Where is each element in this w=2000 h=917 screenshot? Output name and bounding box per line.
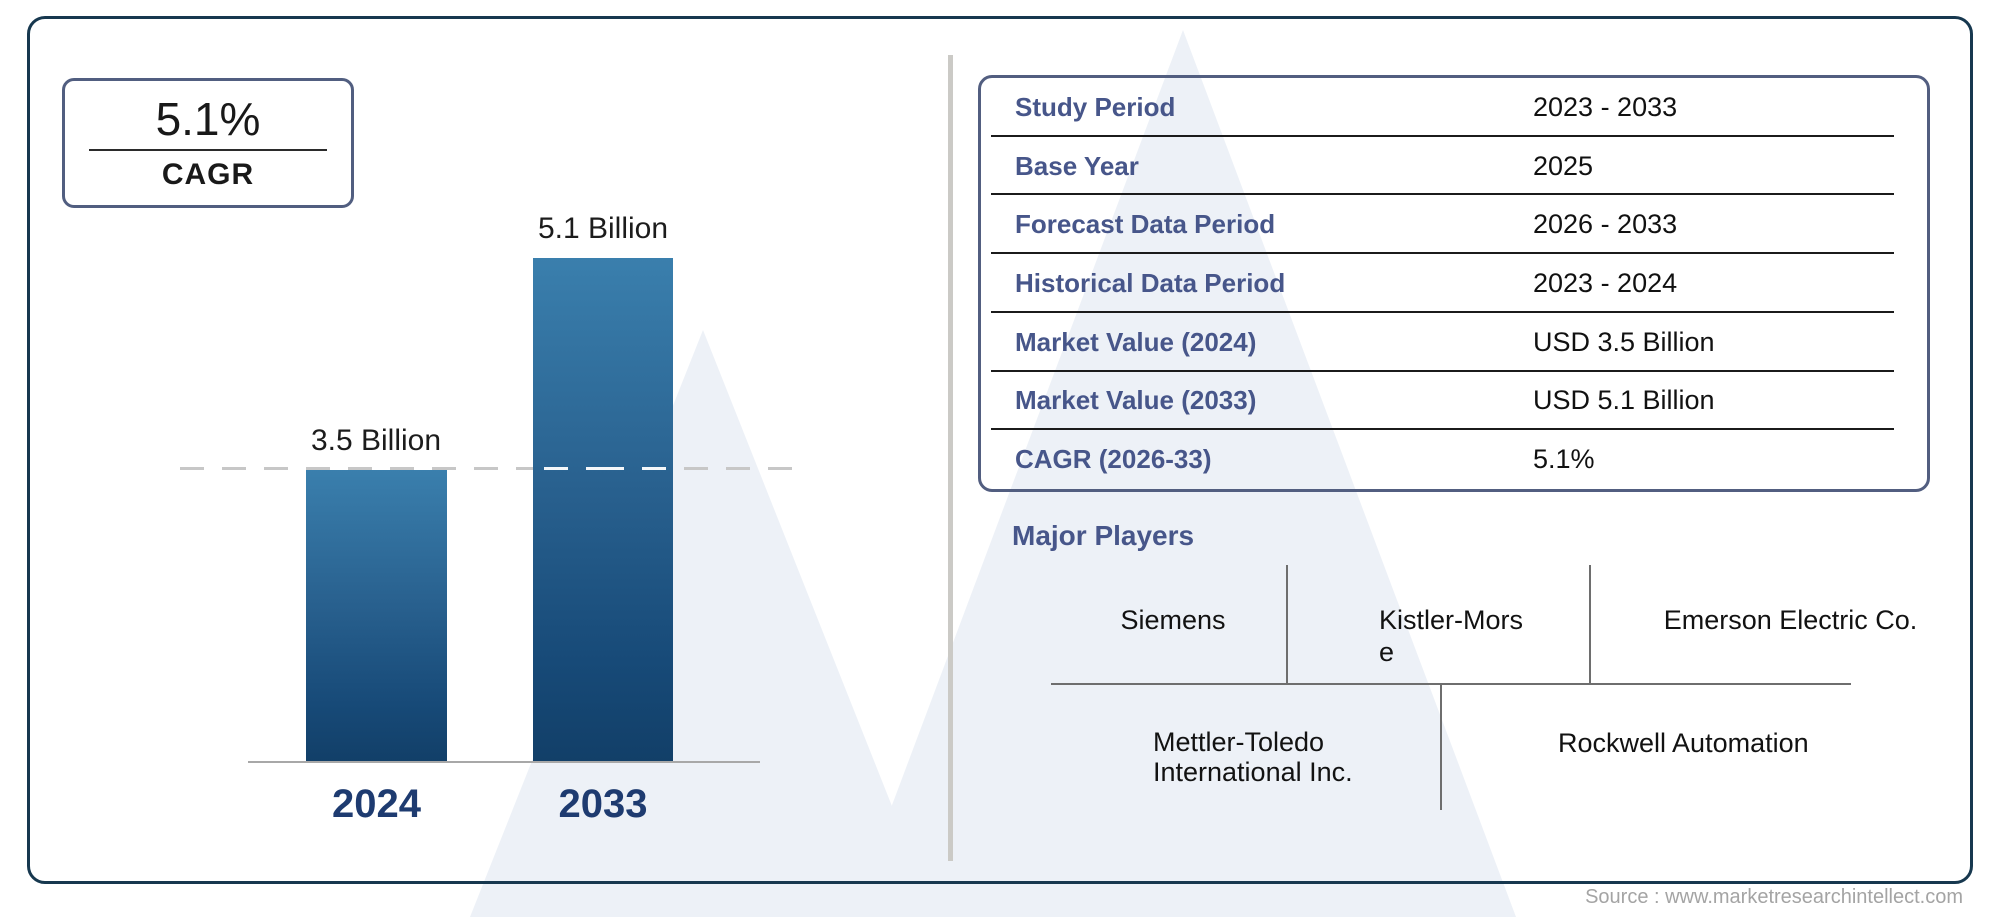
bar-2033	[533, 258, 673, 762]
table-row-value: 2026 - 2033	[1533, 209, 1678, 240]
table-row-value: USD 3.5 Billion	[1533, 326, 1715, 357]
table-row: Market Value (2024) USD 3.5 Billion	[981, 313, 1927, 372]
players-grid-vertical-divider	[1440, 683, 1442, 810]
players-grid-vertical-divider	[1589, 565, 1591, 683]
bar-value-label-2033: 5.1 Billion	[537, 212, 669, 245]
table-row-value: 2023 - 2033	[1533, 91, 1678, 122]
table-row: Historical Data Period 2023 - 2024	[981, 254, 1927, 313]
table-row-label: Forecast Data Period	[1015, 209, 1276, 240]
cagr-label: CAGR	[161, 158, 255, 191]
cagr-value: 5.1%	[155, 93, 261, 145]
x-axis-tick-2024: 2024	[332, 782, 421, 826]
table-row-label: Study Period	[1015, 91, 1176, 122]
outer-frame-border	[27, 16, 1973, 884]
bar-value-label-2024: 3.5 Billion	[310, 424, 442, 457]
table-row: CAGR (2026-33) 5.1%	[981, 430, 1927, 489]
cagr-divider-line	[89, 149, 327, 151]
table-row-value: 2023 - 2024	[1533, 268, 1678, 299]
x-axis-baseline	[248, 761, 760, 763]
table-row-value: USD 5.1 Billion	[1533, 385, 1715, 416]
source-attribution: Source : www.marketresearchintellect.com	[1585, 886, 1963, 908]
panel-divider	[948, 55, 953, 861]
table-row-label: Market Value (2024)	[1015, 326, 1257, 357]
player-name: Mettler-Toledo International Inc.	[1153, 727, 1353, 787]
table-row-label: Historical Data Period	[1015, 268, 1286, 299]
player-name: Siemens	[1120, 605, 1226, 635]
player-name: Kistler-Morse	[1379, 605, 1524, 667]
x-axis-tick-2033: 2033	[558, 782, 648, 826]
major-players-title: Major Players	[1012, 520, 1195, 551]
table-row-label: Base Year	[1015, 150, 1139, 181]
table-row: Forecast Data Period 2026 - 2033	[981, 195, 1927, 254]
players-grid-horizontal-divider	[1051, 683, 1851, 685]
players-grid-vertical-divider	[1286, 565, 1288, 683]
player-name: Emerson Electric Co.	[1663, 605, 1918, 635]
table-row-label: Market Value (2033)	[1015, 385, 1257, 416]
table-row-value: 2025	[1533, 150, 1594, 181]
study-info-table: Study Period 2023 - 2033 Base Year 2025 …	[978, 75, 1930, 492]
cagr-box: 5.1% CAGR	[62, 78, 354, 208]
table-row-label: CAGR (2026-33)	[1015, 444, 1212, 475]
bar-2024	[306, 470, 447, 762]
table-row-value: 5.1%	[1533, 444, 1595, 475]
table-row: Study Period 2023 - 2033	[981, 78, 1927, 137]
reference-dashed-line-overlay	[533, 467, 673, 470]
table-row: Market Value (2033) USD 5.1 Billion	[981, 372, 1927, 431]
table-row: Base Year 2025	[981, 137, 1927, 196]
player-name: Rockwell Automation	[1558, 728, 1809, 758]
reference-dashed-line	[180, 467, 798, 470]
